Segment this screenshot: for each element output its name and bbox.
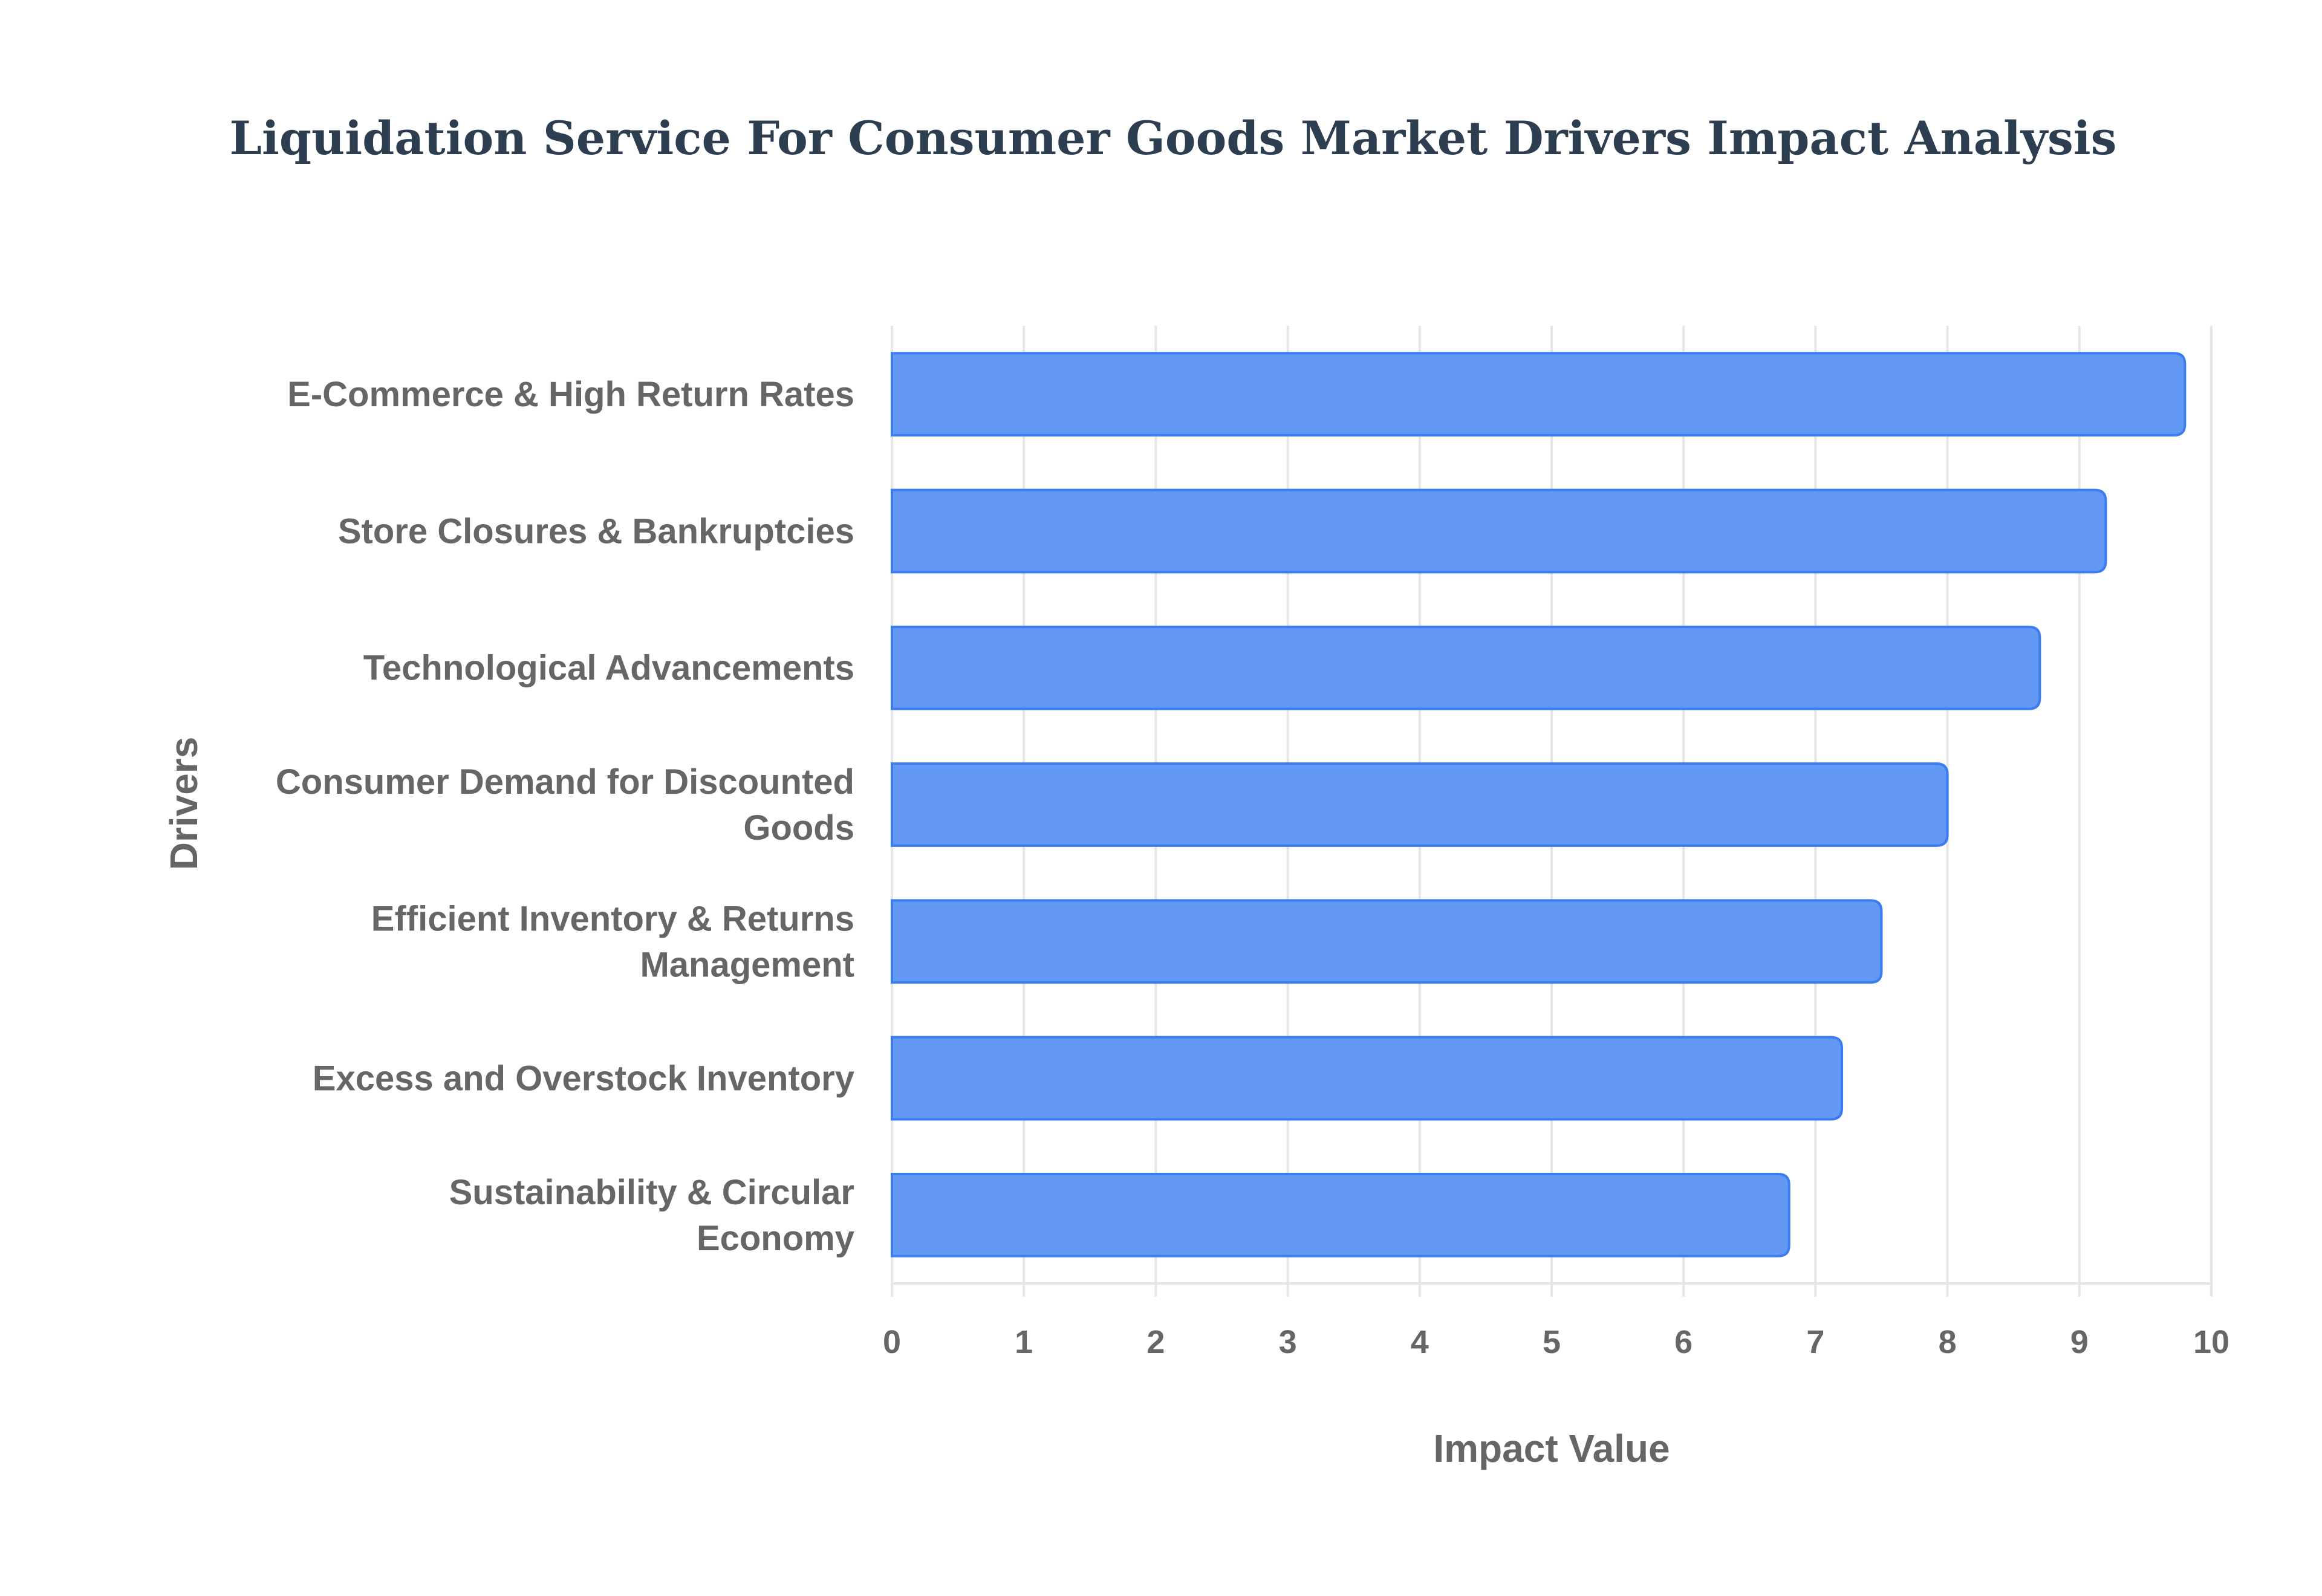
y-category-label-line: Technological Advancements — [363, 649, 854, 688]
bar[interactable] — [891, 488, 2107, 574]
x-tick-label: 10 — [2193, 1324, 2229, 1360]
y-category-label-line: Excess and Overstock Inventory — [313, 1059, 854, 1098]
x-tick-label: 3 — [1279, 1324, 1297, 1360]
y-category-label: E-Commerce & High Return Rates — [287, 375, 854, 414]
y-category-label: Store Closures & Bankruptcies — [338, 511, 854, 551]
x-tick-label: 5 — [1543, 1324, 1561, 1360]
bar[interactable] — [891, 352, 2187, 437]
y-category-label-line: Consumer Demand for Discounted — [276, 762, 854, 802]
y-category-label-line: E-Commerce & High Return Rates — [287, 375, 854, 414]
chart-title: Liquidation Service For Consumer Goods M… — [230, 111, 2117, 165]
x-tick-label: 7 — [1806, 1324, 1824, 1360]
y-category-label-line: Store Closures & Bankruptcies — [338, 511, 854, 551]
bar[interactable] — [891, 625, 2041, 710]
bar[interactable] — [891, 762, 1949, 847]
y-category-label-line: Goods — [743, 808, 854, 848]
x-tick-label: 6 — [1674, 1324, 1693, 1360]
y-category-label-line: Economy — [697, 1219, 854, 1258]
bar[interactable] — [891, 899, 1883, 984]
bars — [891, 352, 2187, 1257]
y-category-label-line: Management — [640, 945, 854, 984]
x-tick-label: 0 — [883, 1324, 901, 1360]
y-category-label: Sustainability & Circular Economy — [449, 1173, 854, 1258]
y-category-label-line: Efficient Inventory & Returns — [371, 899, 854, 938]
y-category-label: Excess and Overstock Inventory — [313, 1059, 854, 1098]
bar[interactable] — [891, 1172, 1790, 1257]
y-category-label: Consumer Demand for Discounted Goods — [276, 762, 854, 848]
y-axis-title: Drivers — [162, 737, 206, 871]
x-axis-title: Impact Value — [1433, 1427, 1670, 1470]
bar[interactable] — [891, 1036, 1844, 1121]
y-category-label: Technological Advancements — [363, 649, 854, 688]
x-tick-label: 4 — [1411, 1324, 1429, 1360]
y-category-labels: E-Commerce & High Return Rates Store Clos… — [276, 375, 854, 1258]
x-tick-labels: 0 1 2 3 4 5 6 7 8 9 10 — [883, 1324, 2229, 1360]
x-tick-label: 9 — [2070, 1324, 2089, 1360]
x-tick-label: 2 — [1146, 1324, 1165, 1360]
x-tick-label: 8 — [1939, 1324, 1957, 1360]
y-category-label: Efficient Inventory & Returns Management — [371, 899, 854, 984]
x-tick-label: 1 — [1015, 1324, 1033, 1360]
y-category-label-line: Sustainability & Circular — [449, 1173, 854, 1212]
